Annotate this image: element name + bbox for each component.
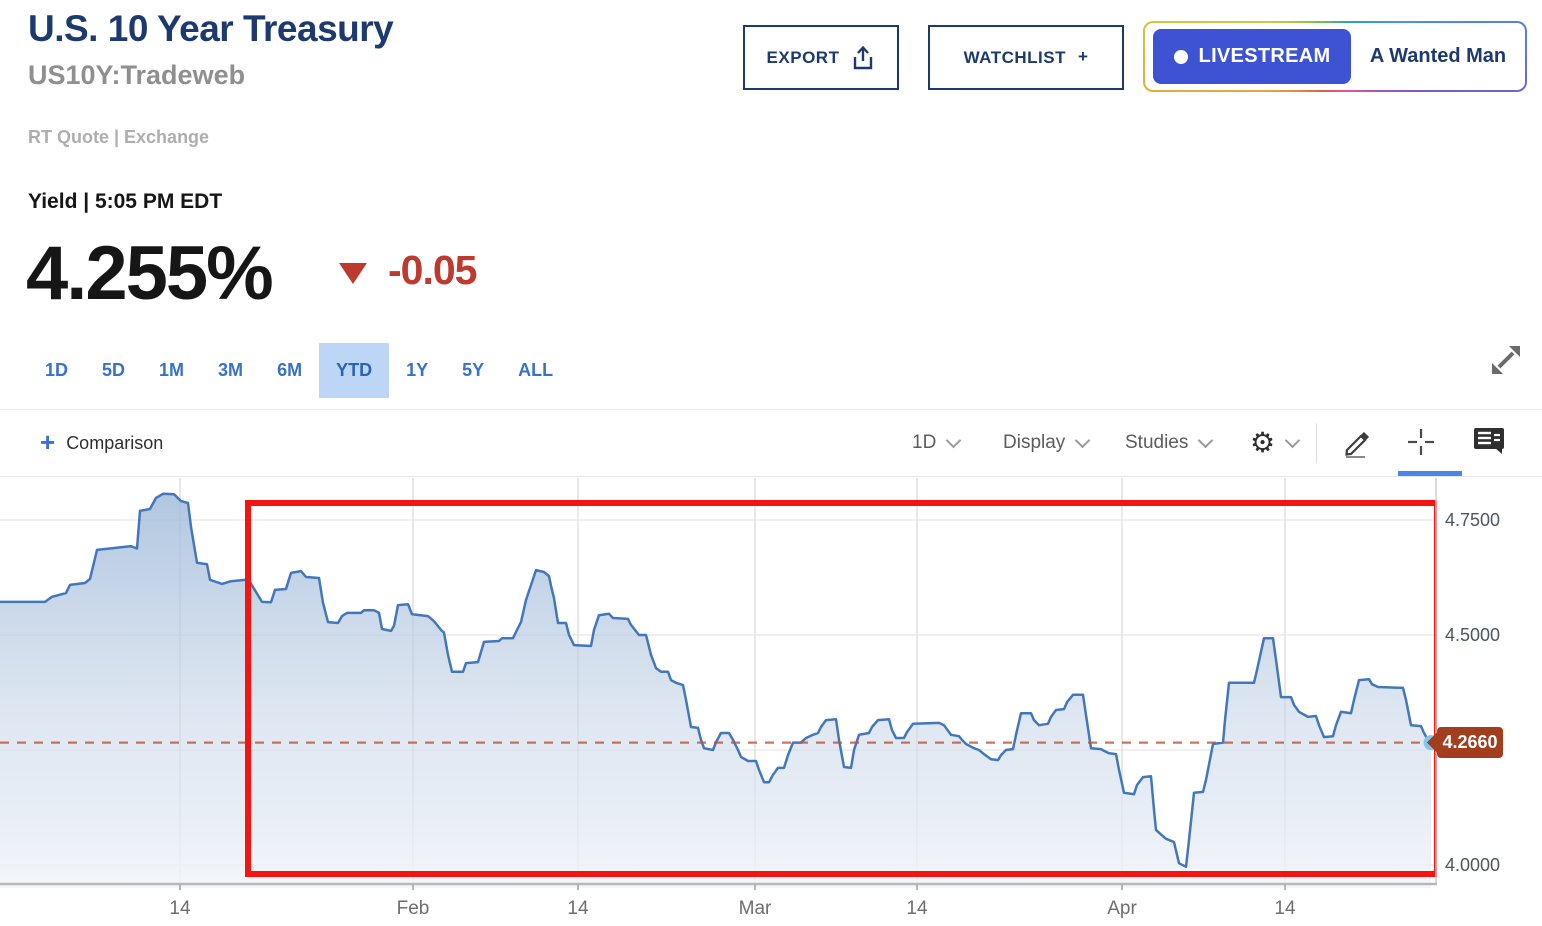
chart-toolbar: + Comparison 1D Display Studies ⚙ <box>0 410 1542 477</box>
x-axis-label: 14 <box>567 898 589 919</box>
last-price-badge: 4.2660 <box>1426 727 1503 759</box>
news-comments-button[interactable] <box>1473 426 1505 460</box>
quote-meta: RT Quote | Exchange <box>28 127 210 147</box>
crosshair-tool-button[interactable] <box>1405 426 1437 463</box>
x-axis-label: Mar <box>738 898 772 919</box>
range-tab-3m[interactable]: 3M <box>218 360 244 380</box>
chart-svg <box>0 478 1437 890</box>
studies-dropdown[interactable]: Studies <box>1125 410 1214 476</box>
page-title: U.S. 10 Year Treasury <box>28 8 394 49</box>
divider <box>0 409 1542 410</box>
watchlist-button[interactable]: WATCHLIST + <box>928 25 1124 90</box>
y-axis-label: 4.5000 <box>1445 625 1501 645</box>
range-tab-1d[interactable]: 1D <box>45 360 69 380</box>
chart-module: 4.7500 4.5000 4.0000 14 Feb 14 Mar 14 Apr 14 4.2… <box>0 478 1542 926</box>
range-tab-all[interactable]: ALL <box>518 360 554 380</box>
down-arrow-icon <box>339 263 367 284</box>
draw-tool-button[interactable] <box>1340 426 1374 465</box>
comparison-label: Comparison <box>66 432 164 453</box>
chevron-down-icon <box>946 432 962 449</box>
yield-line-series <box>0 492 1433 869</box>
price-chart[interactable] <box>0 478 1437 890</box>
interval-dropdown[interactable]: 1D <box>912 410 962 476</box>
y-axis-label: 4.7500 <box>1445 510 1501 530</box>
chart-settings-dropdown[interactable]: ⚙ <box>1250 410 1301 476</box>
plus-icon: + <box>1077 46 1089 66</box>
range-tab-5y[interactable]: 5Y <box>462 360 485 380</box>
export-label: EXPORT <box>766 47 840 67</box>
annotation-rectangle <box>245 500 1437 877</box>
chevron-down-icon <box>1284 432 1301 449</box>
range-tab-5d[interactable]: 5D <box>102 360 126 380</box>
x-axis-label: 14 <box>1274 898 1296 919</box>
watchlist-label: WATCHLIST <box>963 47 1066 67</box>
livestream-promo: LIVESTREAM A Wanted Man <box>1143 21 1527 92</box>
x-axis-label: 14 <box>906 898 928 919</box>
divider <box>1316 423 1317 463</box>
range-tab-1m[interactable]: 1M <box>159 360 185 380</box>
livestream-button[interactable]: LIVESTREAM <box>1153 29 1351 84</box>
active-tool-indicator <box>1398 471 1462 476</box>
expand-chart-icon[interactable] <box>1486 340 1526 385</box>
gear-icon: ⚙ <box>1250 427 1276 458</box>
current-yield: 4.255% <box>26 231 274 316</box>
display-dropdown[interactable]: Display <box>1003 410 1091 476</box>
x-axis-label: Apr <box>1107 898 1137 919</box>
change-value: -0.05 <box>388 247 477 293</box>
range-tabs: 1D 5D 1M 3M 6M YTD 1Y 5Y ALL <box>28 343 570 398</box>
range-tab-6m[interactable]: 6M <box>277 360 303 380</box>
symbol-label: US10Y:Tradeweb <box>28 60 246 90</box>
plus-icon: + <box>40 427 56 457</box>
x-axis: 14 Feb 14 Mar 14 Apr 14 <box>0 890 1437 926</box>
quote-time-label: Yield | 5:05 PM EDT <box>28 190 223 213</box>
export-button[interactable]: EXPORT <box>743 25 899 90</box>
x-axis-label: 14 <box>169 898 191 919</box>
range-tab-1y[interactable]: 1Y <box>406 360 429 380</box>
chevron-down-icon <box>1075 432 1091 449</box>
y-axis-label: 4.0000 <box>1445 855 1501 875</box>
livestream-label: LIVESTREAM <box>1198 45 1331 67</box>
live-dot-icon <box>1173 49 1188 64</box>
x-axis-label: Feb <box>396 898 430 919</box>
y-axis: 4.7500 4.5000 4.0000 <box>1443 478 1542 890</box>
range-tab-ytd[interactable]: YTD <box>319 343 390 398</box>
export-icon <box>854 45 873 69</box>
livestream-show-title: A Wanted Man <box>1369 45 1507 67</box>
add-comparison-button[interactable]: + Comparison <box>40 410 163 476</box>
chevron-down-icon <box>1198 432 1214 449</box>
